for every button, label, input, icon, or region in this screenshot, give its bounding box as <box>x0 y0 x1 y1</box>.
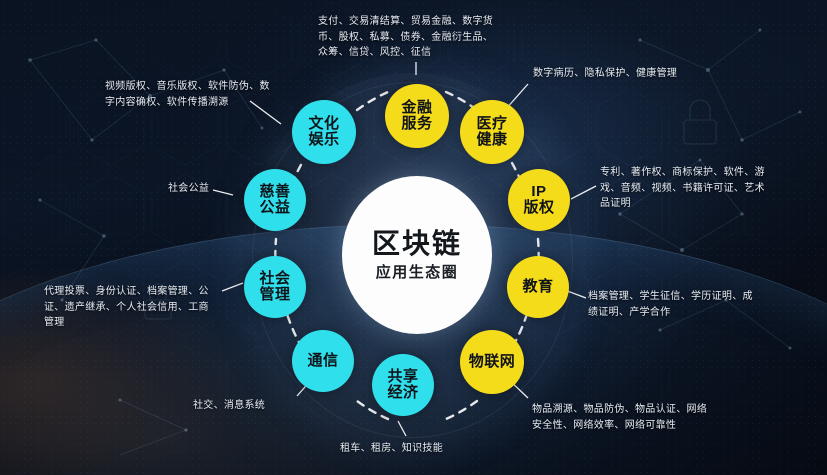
node-label-line1: 通信 <box>307 352 339 370</box>
annotation-ip: 专利、著作权、商标保护、软件、游戏、音频、视频、书籍许可证、艺术品证明 <box>600 167 765 209</box>
node-label-line2: 健康 <box>476 131 508 148</box>
node-education[interactable]: 教育 <box>507 256 569 318</box>
node-iot[interactable]: 物联网 <box>460 330 524 394</box>
node-charity[interactable]: 慈善 公益 <box>244 169 306 231</box>
node-medical[interactable]: 医疗 健康 <box>460 100 524 164</box>
node-label-line1: 社会 <box>259 270 291 288</box>
annotation-education: 档案管理、学生征信、学历证明、成绩证明、产学合作 <box>588 291 753 318</box>
annotation-medical: 数字病历、隐私保护、健康管理 <box>533 68 678 79</box>
node-label: 物联网 <box>469 354 516 370</box>
annotation-social-admin: 代理投票、身份认证、档案管理、公证、遗产继承、个人社会信用、工商管理 <box>44 286 209 328</box>
node-label-line1: 医疗 <box>476 115 508 133</box>
node-label: 金融 服务 <box>401 100 432 132</box>
node-label-line1: 金融 <box>401 99 433 117</box>
center-core: 区块链 应用生态圈 <box>342 176 492 334</box>
node-label-line1: 教育 <box>522 278 554 296</box>
node-label-line1: 慈善 <box>259 183 291 201</box>
node-label: 文化 娱乐 <box>308 116 339 148</box>
node-label-line1: 文化 <box>308 115 340 133</box>
node-finance[interactable]: 金融 服务 <box>385 84 449 148</box>
node-label-line2: 服务 <box>401 115 433 132</box>
annotation-culture: 视频版权、音乐版权、软件防伪、数字内容确权、软件传播溯源 <box>105 81 270 108</box>
node-label-line2: 版权 <box>523 199 555 216</box>
node-label: 通信 <box>307 353 338 369</box>
node-culture[interactable]: 文化 娱乐 <box>292 100 356 164</box>
node-label-line2: 管理 <box>259 286 291 303</box>
node-label: 社会 管理 <box>259 271 290 303</box>
node-label-line2: 公益 <box>259 199 291 216</box>
node-label: 共享 经济 <box>387 369 418 401</box>
node-label: 医疗 健康 <box>476 116 507 148</box>
node-label-line1: IP <box>531 183 547 201</box>
annotation-communication: 社交、消息系统 <box>193 400 266 411</box>
node-social-admin[interactable]: 社会 管理 <box>244 256 306 318</box>
center-subtitle: 应用生态圈 <box>375 264 459 281</box>
node-label: 教育 <box>522 279 553 295</box>
node-ip[interactable]: IP 版权 <box>508 169 570 231</box>
node-label-line2: 娱乐 <box>308 131 340 148</box>
node-communication[interactable]: 通信 <box>292 330 354 392</box>
annotation-finance: 支付、交易清结算、贸易金融、数字货币、股权、私募、债券、金融衍生品、众筹、信贷、… <box>318 16 494 58</box>
annotation-sharing: 租车、租房、知识技能 <box>340 443 443 454</box>
node-label-line2: 经济 <box>387 384 419 401</box>
node-label: 慈善 公益 <box>259 184 290 216</box>
node-label: IP 版权 <box>523 184 554 216</box>
annotation-charity: 社会公益 <box>168 183 210 194</box>
annotation-iot: 物品溯源、物品防伪、物品认证、网络安全性、网络效率、网络可靠性 <box>532 404 708 431</box>
node-sharing[interactable]: 共享 经济 <box>372 354 434 416</box>
node-label-line1: 物联网 <box>468 353 516 371</box>
center-title: 区块链 <box>371 228 462 259</box>
node-label-line1: 共享 <box>387 368 419 386</box>
